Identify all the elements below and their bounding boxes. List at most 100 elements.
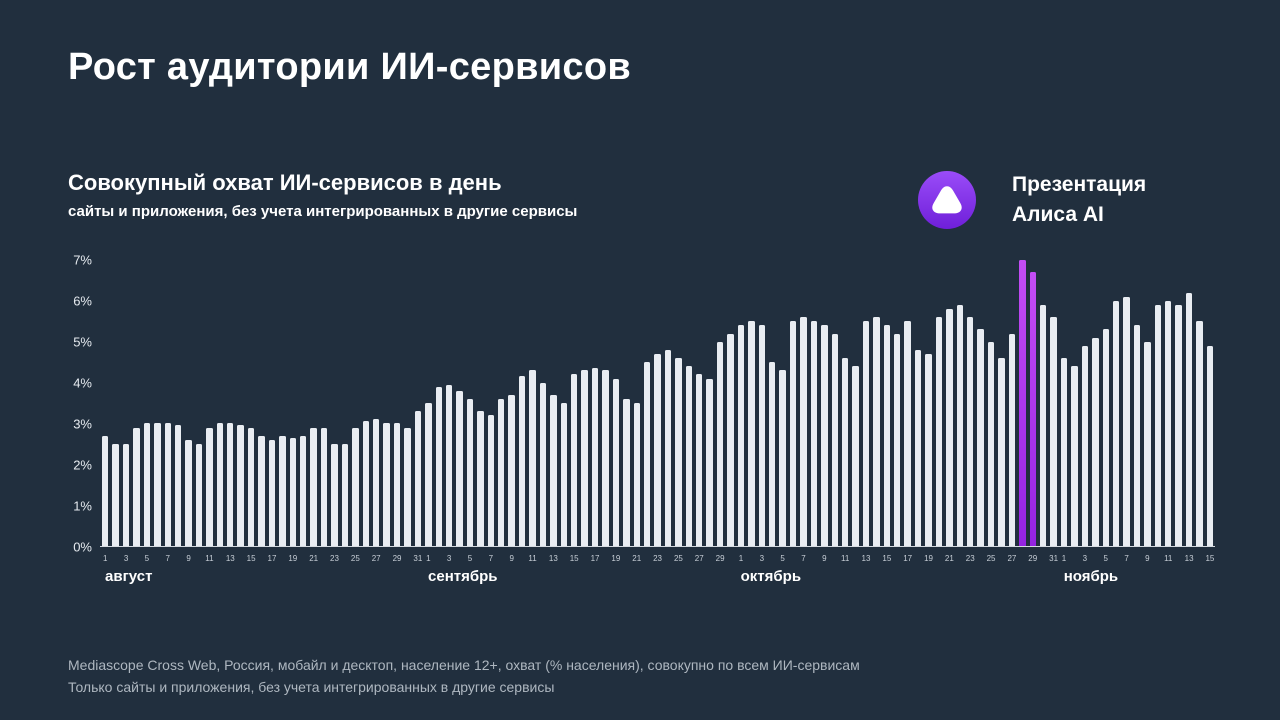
bar (445, 384, 453, 546)
bar (706, 378, 713, 546)
day-tick-label (1132, 554, 1142, 563)
day-tick-label (704, 554, 714, 563)
bar (1050, 317, 1057, 546)
day-tick-label: 25 (673, 554, 683, 563)
day-tick-label (746, 554, 756, 563)
bar (435, 386, 442, 546)
day-tick-label: 27 (371, 554, 381, 563)
day-tick-label: 19 (924, 554, 933, 563)
day-tick-label: 11 (841, 554, 850, 563)
day-tick-label: 9 (186, 554, 191, 563)
bar (508, 394, 515, 546)
day-tick-label: 5 (144, 554, 150, 563)
badge-label-line1: Презентация (1012, 173, 1147, 196)
y-tick-label: 2% (73, 457, 92, 473)
day-tick-label: 7 (1124, 554, 1129, 563)
bar (623, 398, 630, 546)
bar (935, 317, 943, 546)
day-tick-label (579, 554, 589, 563)
bar (393, 423, 401, 546)
bar (748, 321, 755, 546)
bar (268, 439, 276, 546)
day-tick-label: 11 (205, 554, 214, 563)
chart-title: Совокупный охват ИИ-сервисов в день (68, 170, 502, 195)
day-tick-label: 21 (944, 554, 954, 563)
bar (737, 325, 745, 546)
day-tick-label (809, 554, 819, 563)
day-tick-label: 3 (123, 554, 129, 563)
bar (518, 376, 526, 546)
bar (372, 419, 380, 546)
day-tick-label (1069, 554, 1079, 563)
day-tick-label: 15 (569, 554, 579, 563)
bar (560, 403, 567, 546)
bar (195, 443, 203, 546)
day-tick-label: 23 (653, 554, 663, 563)
day-tick-label (235, 554, 245, 563)
bar (779, 370, 786, 546)
day-tick-label: 25 (350, 554, 360, 563)
bar (810, 321, 818, 546)
bar (143, 423, 151, 546)
day-tick-label: 19 (288, 554, 298, 563)
bar (800, 317, 807, 546)
bar (883, 325, 891, 546)
day-tick-label: 5 (1103, 554, 1108, 563)
bar (769, 362, 776, 546)
bar (237, 425, 244, 546)
day-tick-label (850, 554, 860, 563)
day-tick-label: 27 (694, 554, 704, 563)
bar (914, 349, 922, 546)
day-tick-label: 23 (330, 554, 339, 563)
bar (112, 443, 119, 546)
day-tick-label: 5 (780, 554, 785, 563)
day-tick-label (996, 554, 1006, 563)
day-tick-label (684, 554, 694, 563)
day-tick-label (194, 554, 204, 563)
bar (821, 325, 828, 546)
day-tick-label: 7 (488, 554, 494, 563)
bar (967, 317, 974, 546)
bar-highlighted (1019, 260, 1026, 546)
bar (633, 403, 640, 546)
bar (591, 368, 599, 546)
day-tick-label (725, 554, 735, 563)
y-tick-label: 3% (73, 416, 92, 432)
day-tick-label: 1 (738, 554, 744, 563)
day-tick-label: 25 (986, 554, 996, 563)
day-tick-label (600, 554, 610, 563)
bar (1071, 366, 1078, 546)
day-tick-label (215, 554, 225, 563)
bar (612, 378, 620, 546)
y-tick-label: 7% (73, 252, 92, 268)
day-tick-label: 13 (1184, 554, 1194, 563)
bar (529, 370, 536, 546)
bar (539, 382, 547, 546)
day-tick-label (975, 554, 985, 563)
bar (310, 427, 317, 546)
bar (654, 353, 661, 546)
day-tick-label: 11 (1164, 554, 1173, 563)
day-tick-label: 17 (267, 554, 277, 563)
bar (1039, 304, 1047, 546)
bar (946, 309, 953, 546)
y-tick-label: 4% (73, 375, 92, 391)
bar (362, 421, 369, 546)
bar (414, 411, 422, 546)
day-tick-label (110, 554, 120, 563)
day-tick-label (256, 554, 266, 563)
day-tick-label: 13 (225, 554, 235, 563)
alisa-logo-icon (918, 170, 976, 229)
y-tick-label: 6% (73, 293, 92, 309)
bar (925, 353, 932, 546)
day-tick-label (298, 554, 308, 563)
bar (300, 435, 307, 546)
day-tick-label (340, 554, 350, 563)
day-tick-label (454, 554, 464, 563)
day-tick-label (559, 554, 569, 563)
day-tick-label (767, 554, 777, 563)
bar (852, 366, 859, 546)
bar (873, 317, 880, 546)
day-tick-label: 1 (426, 554, 431, 563)
day-tick-label: 15 (1205, 554, 1215, 563)
